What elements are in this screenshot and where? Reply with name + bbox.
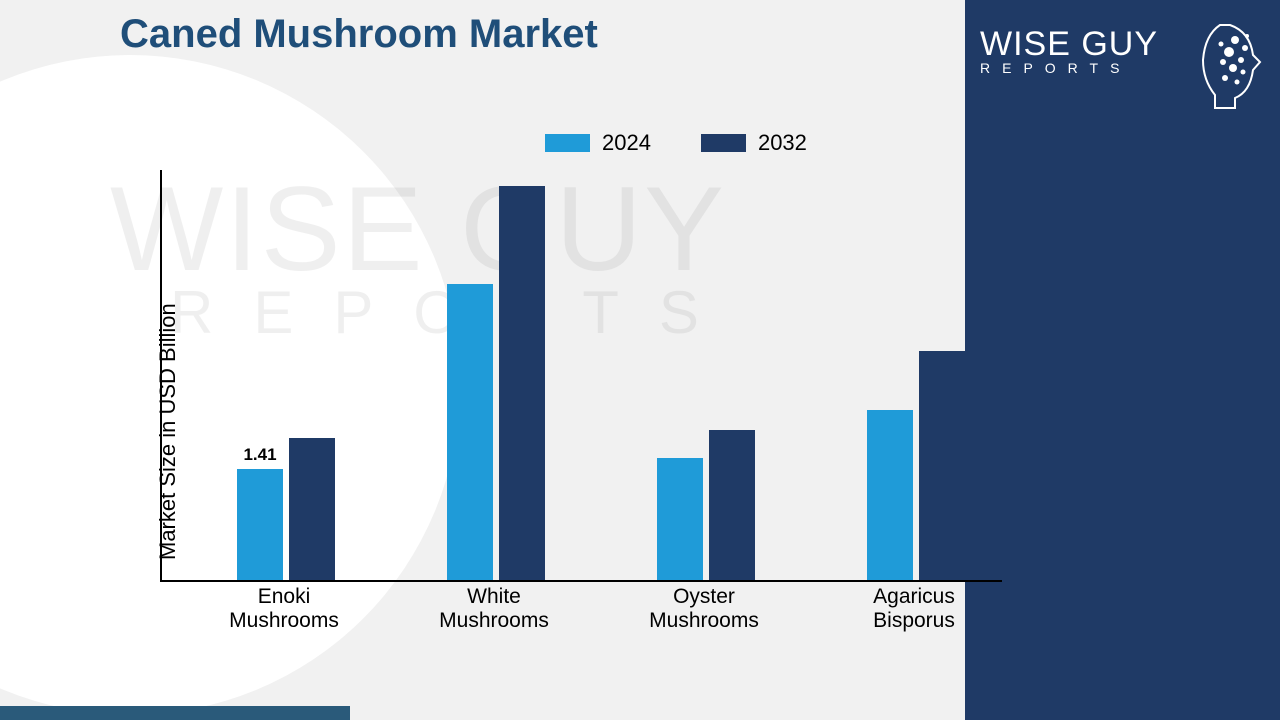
brand-line2: REPORTS (980, 60, 1158, 76)
x-axis-labels: EnokiMushrooms WhiteMushrooms OysterMushro… (160, 585, 1000, 640)
x-label: WhiteMushrooms (404, 585, 584, 633)
bottom-strip (0, 706, 350, 720)
chart-area: Market Size in USD Billion 1.41 EnokiMus… (100, 170, 1000, 640)
brand-logo: WISE GUY REPORTS (980, 25, 1158, 76)
legend-item-2024: 2024 (545, 130, 651, 156)
bar (867, 410, 913, 580)
bar (657, 458, 703, 580)
legend-label-2032: 2032 (758, 130, 807, 156)
bar (709, 430, 755, 580)
brand-line1: WISE GUY (980, 25, 1158, 64)
chart-title: Caned Mushroom Market (120, 12, 598, 57)
legend: 2024 2032 (545, 130, 807, 156)
legend-swatch-2024 (545, 134, 590, 152)
plot-area: 1.41 (160, 170, 1002, 582)
bar (499, 186, 545, 580)
bar-value-label: 1.41 (230, 445, 290, 465)
page-root: Caned Mushroom Market WISE GUY REPORTS W… (0, 0, 1280, 720)
brand-head-icon (1195, 20, 1265, 110)
x-label: EnokiMushrooms (194, 585, 374, 633)
legend-swatch-2032 (701, 134, 746, 152)
x-label: AgaricusBisporus (824, 585, 1004, 633)
x-label: OysterMushrooms (614, 585, 794, 633)
legend-item-2032: 2032 (701, 130, 807, 156)
bar (237, 469, 283, 580)
bar (919, 351, 965, 580)
bar (447, 284, 493, 580)
bar (289, 438, 335, 580)
legend-label-2024: 2024 (602, 130, 651, 156)
